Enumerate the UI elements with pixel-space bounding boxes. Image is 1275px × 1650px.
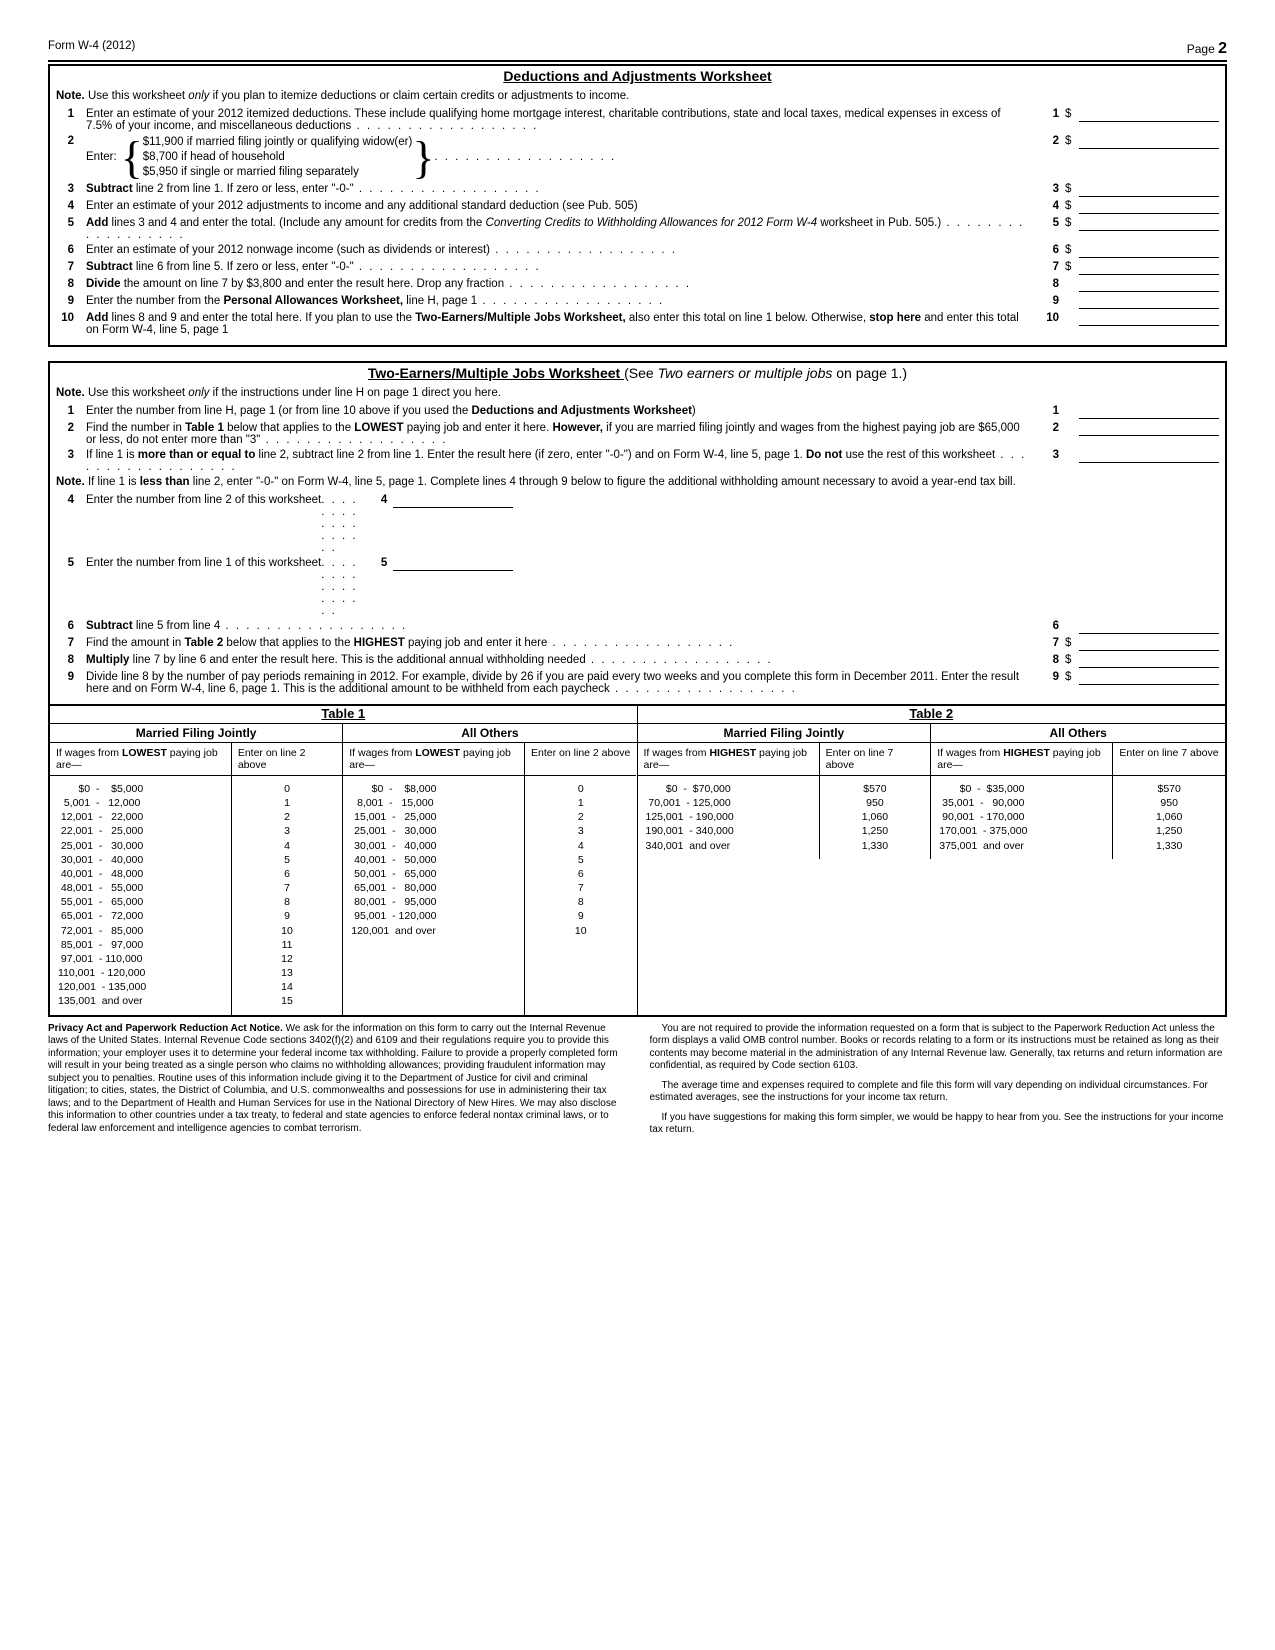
ws2-blank-2[interactable]: [1079, 422, 1219, 436]
ws2-blank-5[interactable]: [393, 557, 513, 571]
ws2-title: Two-Earners/Multiple Jobs Worksheet (See…: [50, 363, 1225, 383]
ws2-blank-1[interactable]: [1079, 405, 1219, 419]
ws2-line8: 8Multiply line 7 by line 6 and enter the…: [56, 654, 1219, 668]
ws1-blank-4[interactable]: [1079, 200, 1219, 214]
page-header: Form W-4 (2012) Page 2: [48, 40, 1227, 62]
ws2-line5: 5 Enter the number from line 1 of this w…: [56, 557, 1219, 617]
ws1-line2: 2 Enter: { $11,900 if married filing joi…: [56, 135, 1219, 180]
ws1-blank-3[interactable]: [1079, 183, 1219, 197]
ws2-blank-3[interactable]: [1079, 449, 1219, 463]
ws2-blank-7[interactable]: [1079, 637, 1219, 651]
ws1-blank-8[interactable]: [1079, 278, 1219, 292]
deductions-worksheet: Deductions and Adjustments Worksheet Not…: [48, 64, 1227, 347]
ws1-line6: 6Enter an estimate of your 2012 nonwage …: [56, 244, 1219, 258]
ws1-line9: 9Enter the number from the Personal Allo…: [56, 295, 1219, 309]
ws2-line9: 9Divide line 8 by the number of pay peri…: [56, 671, 1219, 695]
privacy-notice: Privacy Act and Paperwork Reduction Act …: [48, 1023, 1227, 1144]
ws1-line10: 10Add lines 8 and 9 and enter the total …: [56, 312, 1219, 336]
ws2-blank-9[interactable]: [1079, 671, 1219, 685]
ws2-line1: 1Enter the number from line H, page 1 (o…: [56, 405, 1219, 419]
ws1-line8: 8Divide the amount on line 7 by $3,800 a…: [56, 278, 1219, 292]
ws1-line4: 4Enter an estimate of your 2012 adjustme…: [56, 200, 1219, 214]
ws1-line7: 7Subtract line 6 from line 5. If zero or…: [56, 261, 1219, 275]
ws1-line1: 1 Enter an estimate of your 2012 itemize…: [56, 108, 1219, 132]
ws1-note: Note. Use this worksheet only if you pla…: [56, 90, 1219, 102]
ws1-blank-5[interactable]: [1079, 217, 1219, 231]
ws1-blank-9[interactable]: [1079, 295, 1219, 309]
ws1-blank-6[interactable]: [1079, 244, 1219, 258]
ws2-blank-8[interactable]: [1079, 654, 1219, 668]
ws2-note2: Note. If line 1 is less than line 2, ent…: [56, 476, 1219, 488]
ws1-blank-2[interactable]: [1079, 135, 1219, 149]
page-number: Page 2: [1187, 40, 1227, 58]
ws1-line5: 5Add lines 3 and 4 and enter the total. …: [56, 217, 1219, 241]
ws1-blank-10[interactable]: [1079, 312, 1219, 326]
ws2-line3: 3If line 1 is more than or equal to line…: [56, 449, 1219, 473]
tax-tables: Table 1 Married Filing JointlyAll Others…: [48, 704, 1227, 1017]
ws2-line4: 4 Enter the number from line 2 of this w…: [56, 494, 1219, 554]
ws2-blank-6[interactable]: [1079, 620, 1219, 634]
table-2: Table 2 Married Filing JointlyAll Others…: [638, 704, 1226, 1015]
ws2-note: Note. Use this worksheet only if the ins…: [56, 387, 1219, 399]
ws2-line2: 2Find the number in Table 1 below that a…: [56, 422, 1219, 446]
ws2-line6: 6Subtract line 5 from line 4 6: [56, 620, 1219, 634]
ws2-line7: 7Find the amount in Table 2 below that a…: [56, 637, 1219, 651]
ws1-line3: 3Subtract line 2 from line 1. If zero or…: [56, 183, 1219, 197]
ws2-blank-4[interactable]: [393, 494, 513, 508]
form-name: Form W-4 (2012): [48, 40, 135, 58]
ws1-title: Deductions and Adjustments Worksheet: [50, 66, 1225, 86]
ws1-blank-7[interactable]: [1079, 261, 1219, 275]
ws1-blank-1[interactable]: [1079, 108, 1219, 122]
table-1: Table 1 Married Filing JointlyAll Others…: [50, 704, 638, 1015]
two-earners-worksheet: Two-Earners/Multiple Jobs Worksheet (See…: [48, 361, 1227, 706]
